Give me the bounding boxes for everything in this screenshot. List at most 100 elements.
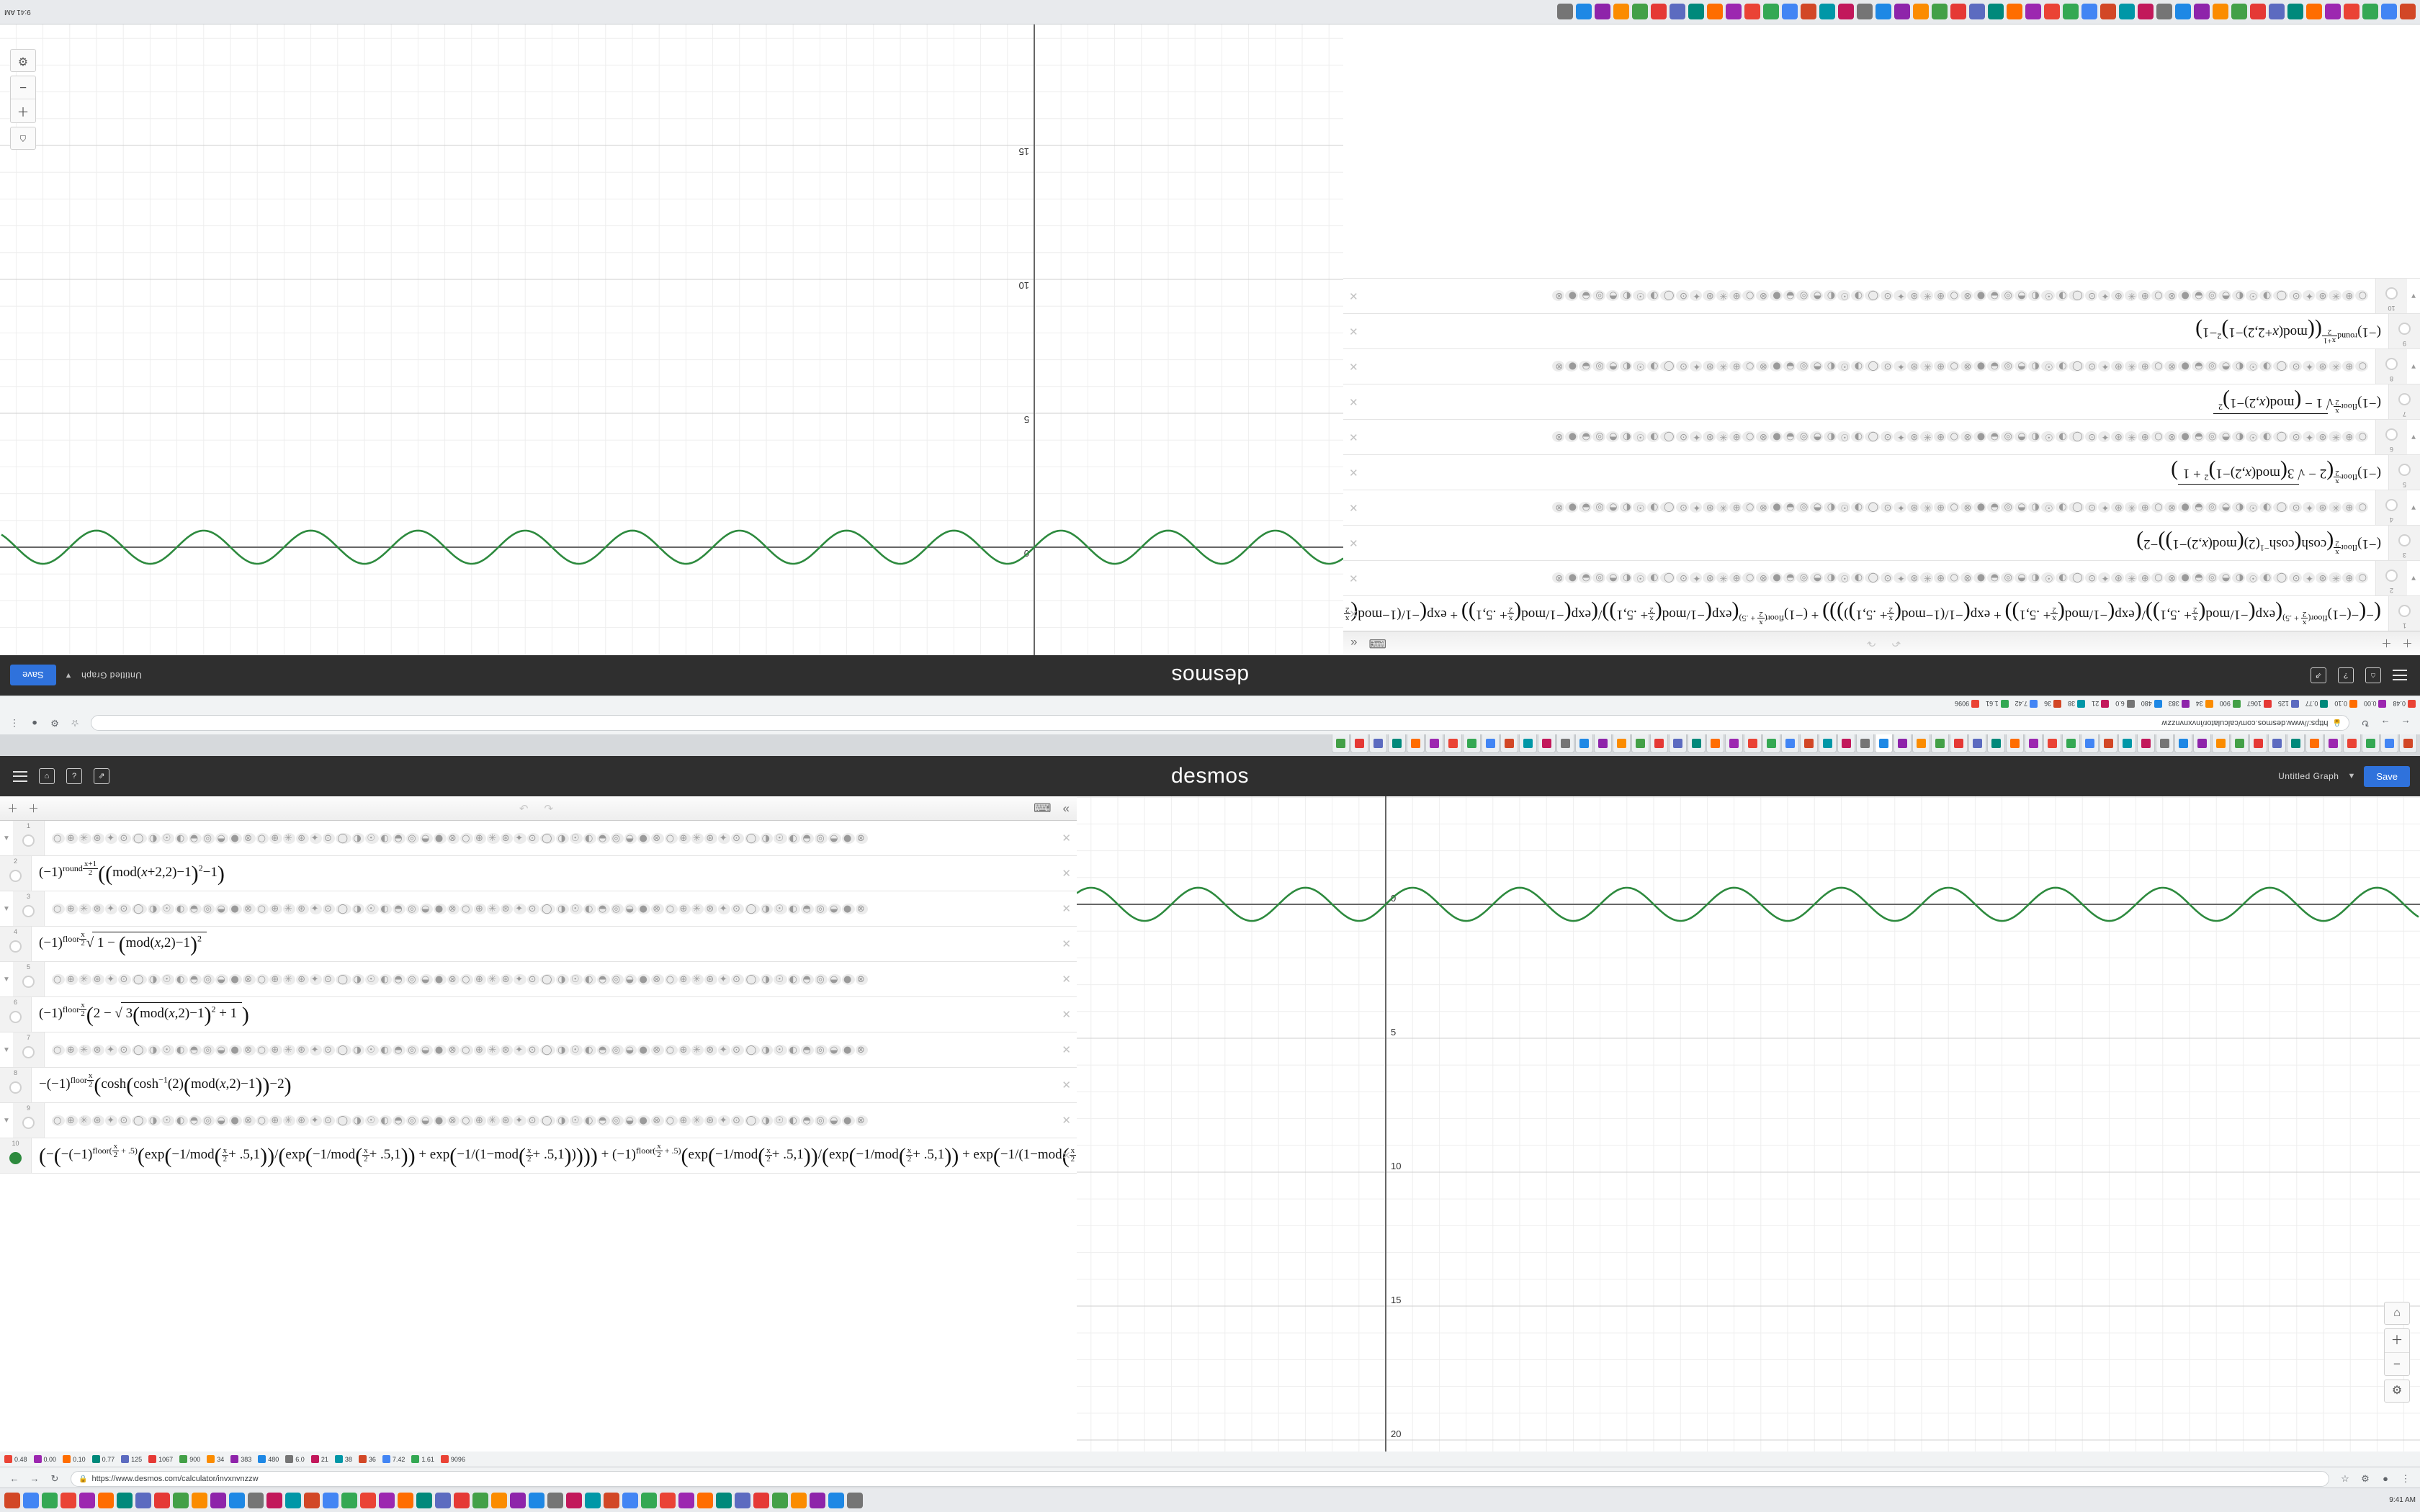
- expression-color-swatch[interactable]: [2398, 323, 2411, 336]
- bookmark-item[interactable]: 9096: [1955, 700, 1980, 708]
- expression-content[interactable]: ○⊕✳⊛✦⊙◯◑☉◐◓◎◒●⊗○⊕✳⊛✦⊙◯◑☉◐◓◎◒●⊗○⊕✳⊛✦⊙◯◑☉◐…: [45, 1112, 1077, 1129]
- bookmark-item[interactable]: 0.10: [63, 1455, 86, 1463]
- expression-row[interactable]: 1 (−(−(−1)floor(x 2 + .5)(exp(−1/mod(x 2 + .…: [1343, 595, 2420, 631]
- bookmark-item[interactable]: 6.0: [285, 1455, 305, 1463]
- taskbar-app-icon[interactable]: [622, 1492, 638, 1508]
- browser-tab[interactable]: [1931, 734, 1949, 753]
- slider-track-dots[interactable]: ○⊕✳⊛✦⊙◯◑☉◐◓◎◒●⊗○⊕✳⊛✦⊙◯◑☉◐◓◎◒●⊗○⊕✳⊛✦⊙◯◑☉◐…: [52, 903, 869, 914]
- browser-tab[interactable]: [2174, 734, 2192, 753]
- expression-list-top[interactable]: 1 (−(−(−1)floor(x 2 + .5)(exp(−1/mod(x 2 + .…: [1343, 0, 2420, 631]
- taskbar-app-icon[interactable]: [23, 1492, 39, 1508]
- bookmark-item[interactable]: 0.10: [2334, 700, 2357, 708]
- expression-row[interactable]: 5 (−1)floor x 2 (2 − √ 3(mod(x,2)−1)2 + 1 ) ✕: [1343, 454, 2420, 490]
- expression-row[interactable]: 8 −(−1)floor x 2 (cosh(cosh−1(2)(mod(x,2)−1)…: [0, 1068, 1077, 1103]
- taskbar-app-icon[interactable]: [2194, 4, 2210, 20]
- bookmark-item[interactable]: 9096: [440, 1455, 465, 1463]
- bookmark-item[interactable]: 36: [358, 1455, 376, 1463]
- taskbar-app-icon[interactable]: [135, 1492, 151, 1508]
- browser-tab[interactable]: [1837, 734, 1855, 753]
- taskbar-app-icon[interactable]: [660, 1492, 676, 1508]
- browser-tab[interactable]: [1444, 734, 1462, 753]
- expression-content[interactable]: ○⊕✳⊛✦⊙◯◑☉◐◓◎◒●⊗○⊕✳⊛✦⊙◯◑☉◐◓◎◒●⊗○⊕✳⊛✦⊙◯◑☉◐…: [45, 901, 1077, 917]
- browser-tab[interactable]: [1968, 734, 1986, 753]
- expression-slider-row[interactable]: ▼ 9 ○ ⊕ ✳ ⊛ ✦ ⊙ ◯ ◑ ☉ ◐ ◓ ◎ ◒ ● ⊗ ○ ⊕ ✳ ⊛ ✦ ⊙ ◯ ◑ ☉ ◐ ◓ ◎ ◒ ● ⊗ ○ ⊕ ✳ ⊛ ✦ ⊙ ◯ ◑…: [0, 1103, 1077, 1138]
- browser-tabstrip-top[interactable]: [0, 734, 2420, 756]
- taskbar-app-icon[interactable]: [117, 1492, 133, 1508]
- expression-content[interactable]: (−1)floor x 2 √ 1 − (mod(x,2)−1)2: [32, 928, 1077, 960]
- expression-slider-row[interactable]: ▼ 5 ○ ⊕ ✳ ⊛ ✦ ⊙ ◯ ◑ ☉ ◐ ◓ ◎ ◒ ● ⊗ ○ ⊕ ✳ ⊛ ✦ ⊙ ◯ ◑ ☉ ◐ ◓ ◎ ◒ ● ⊗ ○ ⊕ ✳ ⊛ ✦ ⊙ ◯ ◑…: [0, 962, 1077, 997]
- browser-tab[interactable]: [1388, 734, 1406, 753]
- forward-arrow-icon[interactable]: →: [30, 1473, 40, 1484]
- expression-gutter[interactable]: 7: [13, 1032, 45, 1067]
- expression-color-swatch[interactable]: [22, 1116, 35, 1129]
- expression-content[interactable]: ○⊕✳⊛✦⊙◯◑☉◐◓◎◒●⊗○⊕✳⊛✦⊙◯◑☉◐◓◎◒●⊗○⊕✳⊛✦⊙◯◑☉◐…: [1343, 288, 2375, 305]
- reload-icon[interactable]: ↻: [50, 1473, 59, 1484]
- taskbar-app-icon[interactable]: [716, 1492, 732, 1508]
- question-icon[interactable]: ?: [2338, 667, 2354, 683]
- browser-tab[interactable]: [1781, 734, 1799, 753]
- chevron-double-left-icon[interactable]: «: [1350, 636, 1358, 651]
- browser-menu-icon[interactable]: ⋮: [9, 718, 19, 729]
- share-icon[interactable]: ⇗: [94, 768, 109, 784]
- expression-color-swatch[interactable]: [9, 940, 22, 953]
- bookmark-item[interactable]: 1067: [2247, 700, 2272, 708]
- taskbar-app-icon[interactable]: [1969, 4, 1985, 20]
- chevron-down-icon[interactable]: ▼: [64, 671, 73, 680]
- taskbar-app-icon[interactable]: [1744, 4, 1760, 20]
- extension-puzzle-icon[interactable]: ⚙: [2361, 1473, 2370, 1484]
- taskbar-app-icon[interactable]: [491, 1492, 507, 1508]
- chevron-down-icon[interactable]: ▼: [2410, 292, 2417, 300]
- chevron-down-icon[interactable]: ▼: [2410, 362, 2417, 371]
- expression-slider-row[interactable]: ▼ 7 ○ ⊕ ✳ ⊛ ✦ ⊙ ◯ ◑ ☉ ◐ ◓ ◎ ◒ ● ⊗ ○ ⊕ ✳ ⊛ ✦ ⊙ ◯ ◑ ☉ ◐ ◓ ◎ ◒ ● ⊗ ○ ⊕ ✳ ⊛ ✦ ⊙ ◯ ◑…: [0, 1032, 1077, 1068]
- taskbar-app-icon[interactable]: [566, 1492, 582, 1508]
- bookmark-item[interactable]: 0.00: [2364, 700, 2387, 708]
- delete-expression-icon[interactable]: ✕: [1349, 572, 1358, 584]
- browser-tab[interactable]: [2362, 734, 2380, 753]
- expression-slider-row[interactable]: ▼ 8 ○⊕✳⊛✦⊙◯◑☉◐◓◎◒●⊗○⊕✳⊛✦⊙◯◑☉◐◓◎◒●⊗○⊕✳⊛✦⊙◯◑…: [1343, 348, 2420, 384]
- expression-gutter[interactable]: 1: [2388, 596, 2420, 631]
- taskbar-app-icon[interactable]: [828, 1492, 844, 1508]
- taskbar-app-icon[interactable]: [210, 1492, 226, 1508]
- taskbar-app-icon[interactable]: [98, 1492, 114, 1508]
- slider-track-dots[interactable]: ○⊕✳⊛✦⊙◯◑☉◐◓◎◒●⊗○⊕✳⊛✦⊙◯◑☉◐◓◎◒●⊗○⊕✳⊛✦⊙◯◑☉◐…: [1551, 361, 2368, 372]
- browser-tab[interactable]: [1332, 734, 1350, 753]
- taskbar-app-icon[interactable]: [60, 1492, 76, 1508]
- taskbar-app-icon[interactable]: [42, 1492, 58, 1508]
- taskbar-app-icon[interactable]: [847, 1492, 863, 1508]
- taskbar-app-icon[interactable]: [2138, 4, 2154, 20]
- expression-gutter[interactable]: 10: [0, 1138, 32, 1173]
- browser-tab[interactable]: [1463, 734, 1481, 753]
- taskbar-app-icon[interactable]: [2100, 4, 2116, 20]
- bookmark-item[interactable]: 7.42: [2015, 700, 2038, 708]
- bookmarks-bar-top[interactable]: 0.48 0.00 0.10 0.77 125 1067 900 34 383 480 6.0 21 3…: [0, 696, 2420, 711]
- taskbar-app-icon[interactable]: [2213, 4, 2228, 20]
- browser-tab[interactable]: [1725, 734, 1743, 753]
- taskbar-app-icon[interactable]: [753, 1492, 769, 1508]
- delete-expression-icon[interactable]: ✕: [1062, 1150, 1071, 1162]
- expression-content[interactable]: ○⊕✳⊛✦⊙◯◑☉◐◓◎◒●⊗○⊕✳⊛✦⊙◯◑☉◐◓◎◒●⊗○⊕✳⊛✦⊙◯◑☉◐…: [45, 971, 1077, 988]
- browser-tab[interactable]: [2380, 734, 2398, 753]
- browser-tab[interactable]: [1800, 734, 1818, 753]
- browser-tab[interactable]: [2062, 734, 2080, 753]
- expression-row[interactable]: 7 (−1)floor x 2 √ 1 − (mod(x,2)−1)2 ✕: [1343, 384, 2420, 419]
- browser-tab[interactable]: [2212, 734, 2230, 753]
- bookmark-item[interactable]: 0.48: [2393, 700, 2416, 708]
- chevron-down-icon[interactable]: ▼: [3, 1045, 10, 1054]
- bookmark-item[interactable]: 125: [2278, 700, 2299, 708]
- expression-row[interactable]: 3 (−1)floor x 2 (cosh(cosh−1(2)(mod(x,2)−1))…: [1343, 525, 2420, 560]
- expression-gutter[interactable]: 8: [2375, 349, 2407, 384]
- taskbar-app-icon[interactable]: [1988, 4, 2004, 20]
- delete-expression-icon[interactable]: ✕: [1062, 938, 1071, 950]
- expression-color-swatch[interactable]: [22, 1045, 35, 1058]
- browser-tab[interactable]: [1650, 734, 1668, 753]
- expression-content[interactable]: (−1)floor x 2 √ 1 − (mod(x,2)−1)2: [1343, 386, 2388, 418]
- chevron-double-left-icon[interactable]: «: [1062, 801, 1070, 815]
- taskbar-app-icon[interactable]: [2175, 4, 2191, 20]
- taskbar-app-icon[interactable]: [398, 1492, 413, 1508]
- browser-tab[interactable]: [1688, 734, 1706, 753]
- chevron-down-icon[interactable]: ▼: [3, 975, 10, 984]
- browser-tab[interactable]: [1875, 734, 1893, 753]
- graph-settings-wrench-icon[interactable]: ⚙: [2384, 1380, 2410, 1403]
- slider-track-dots[interactable]: ○⊕✳⊛✦⊙◯◑☉◐◓◎◒●⊗○⊕✳⊛✦⊙◯◑☉◐◓◎◒●⊗○⊕✳⊛✦⊙◯◑☉◐…: [52, 1115, 869, 1126]
- browser-tab[interactable]: [1987, 734, 2005, 753]
